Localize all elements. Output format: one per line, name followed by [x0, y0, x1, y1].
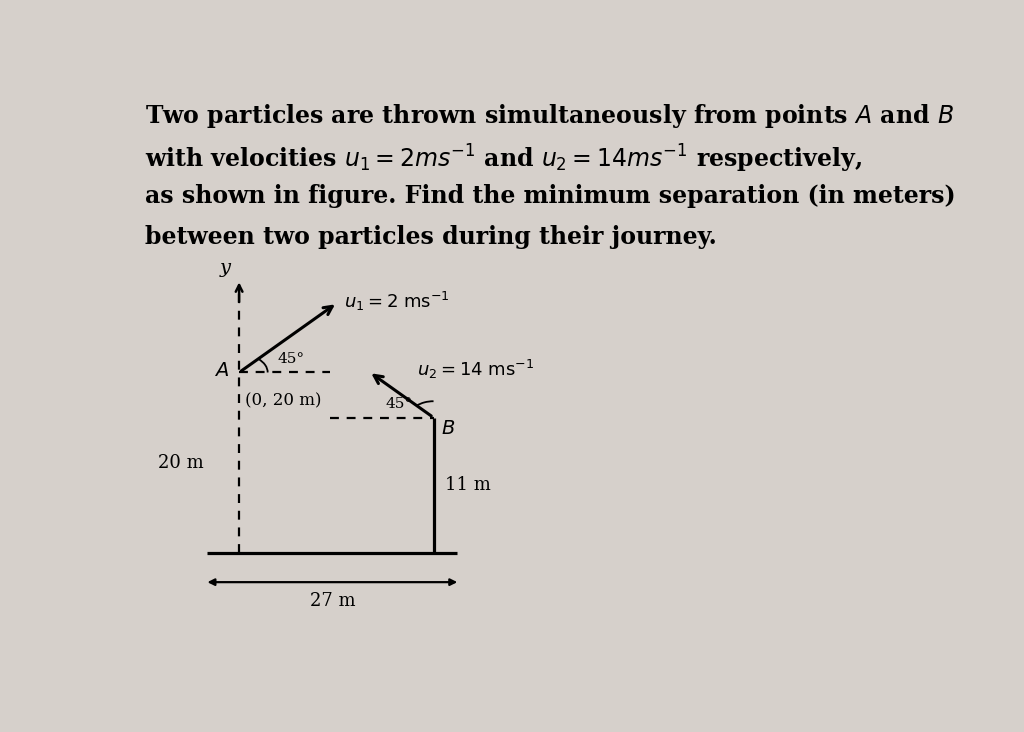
- Text: $u_2 = 14\ \mathrm{ms}^{-1}$: $u_2 = 14\ \mathrm{ms}^{-1}$: [417, 357, 535, 381]
- Text: 45°: 45°: [386, 397, 413, 411]
- Text: 27 m: 27 m: [309, 592, 355, 610]
- Text: 11 m: 11 m: [445, 477, 492, 494]
- Text: 20 m: 20 m: [158, 454, 204, 471]
- Text: y: y: [219, 258, 230, 277]
- Text: $A$: $A$: [214, 362, 228, 381]
- Text: Two particles are thrown simultaneously from points $\mathit{A}$ and $\mathit{B}: Two particles are thrown simultaneously …: [145, 102, 954, 130]
- Text: with velocities $u_1 = 2ms^{-1}$ and $u_2 = 14ms^{-1}$ respectively,: with velocities $u_1 = 2ms^{-1}$ and $u_…: [145, 143, 862, 175]
- Text: (0, 20 m): (0, 20 m): [246, 392, 322, 409]
- Text: $B$: $B$: [441, 420, 456, 438]
- Text: 45°: 45°: [278, 351, 304, 366]
- Text: between two particles during their journey.: between two particles during their journ…: [145, 225, 717, 250]
- Text: as shown in figure. Find the minimum separation (in meters): as shown in figure. Find the minimum sep…: [145, 184, 956, 208]
- Text: $u_1 = 2\ \mathrm{ms}^{-1}$: $u_1 = 2\ \mathrm{ms}^{-1}$: [344, 290, 450, 313]
